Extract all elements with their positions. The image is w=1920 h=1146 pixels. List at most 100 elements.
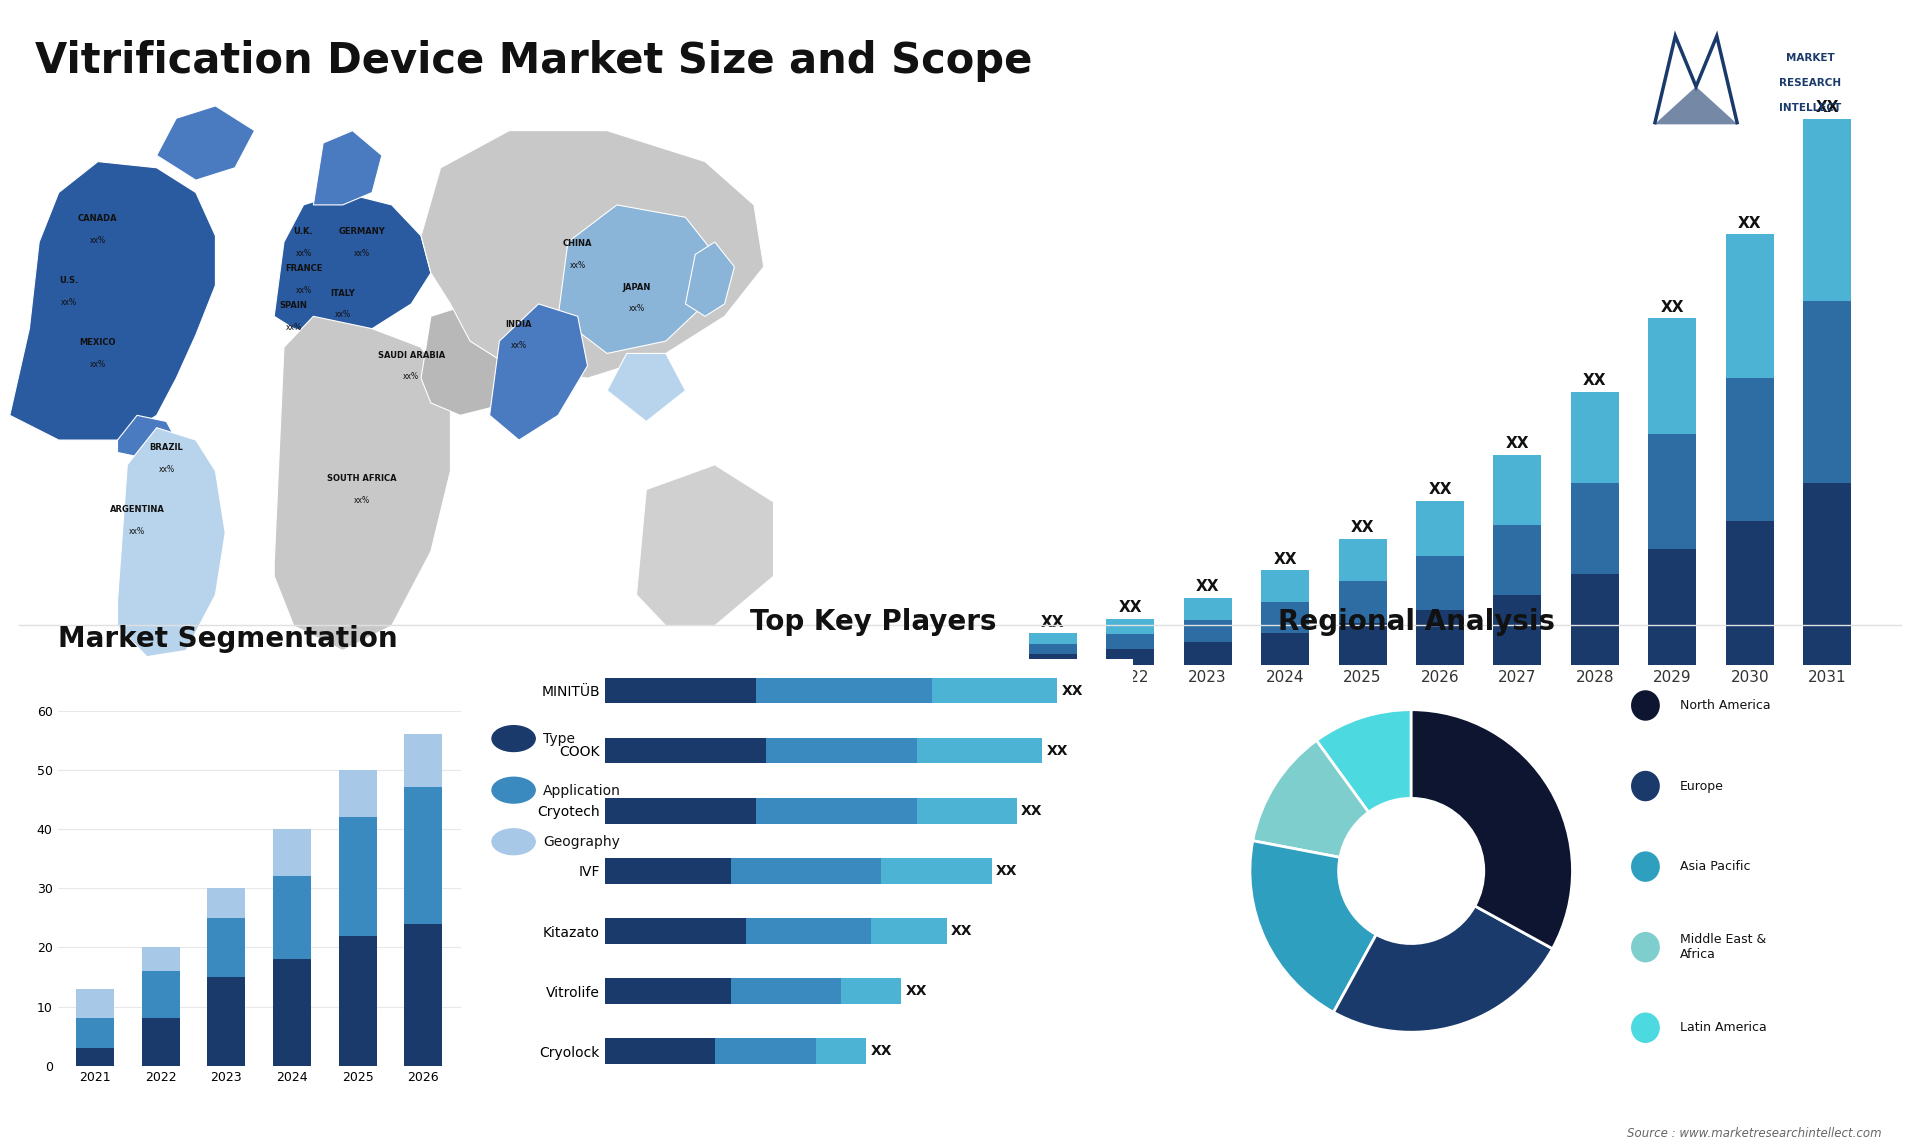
Wedge shape xyxy=(1411,709,1572,949)
Polygon shape xyxy=(420,131,764,378)
Bar xyxy=(142,948,180,971)
Text: XX: XX xyxy=(1738,215,1763,230)
Text: CHINA: CHINA xyxy=(563,240,593,249)
Text: xx%: xx% xyxy=(334,311,351,320)
Circle shape xyxy=(492,777,536,803)
Text: SAUDI ARABIA: SAUDI ARABIA xyxy=(378,351,445,360)
Bar xyxy=(1571,392,1619,482)
Text: XX: XX xyxy=(1021,803,1043,818)
Ellipse shape xyxy=(1630,851,1659,882)
Bar xyxy=(1261,602,1309,634)
Wedge shape xyxy=(1252,740,1369,857)
Text: XX: XX xyxy=(1196,579,1219,594)
Bar xyxy=(77,1047,113,1066)
Bar xyxy=(1649,549,1697,665)
Bar xyxy=(1029,654,1077,665)
Text: xx%: xx% xyxy=(286,323,301,332)
Text: Geography: Geography xyxy=(543,835,620,849)
Text: xx%: xx% xyxy=(511,342,526,351)
Bar xyxy=(1415,610,1465,665)
Bar xyxy=(1338,622,1386,665)
Bar xyxy=(931,678,1058,704)
Bar xyxy=(1571,574,1619,665)
Text: GERMANY: GERMANY xyxy=(340,227,386,236)
Polygon shape xyxy=(157,105,255,180)
Bar xyxy=(1726,235,1774,378)
Text: XX: XX xyxy=(1041,614,1064,629)
Text: XX: XX xyxy=(1273,551,1296,567)
Bar xyxy=(756,678,931,704)
Bar xyxy=(916,738,1043,763)
Bar xyxy=(1261,571,1309,602)
Polygon shape xyxy=(117,427,225,657)
Text: North America: North America xyxy=(1680,699,1770,712)
Polygon shape xyxy=(637,465,774,626)
Text: CANADA: CANADA xyxy=(79,214,117,223)
Text: xx%: xx% xyxy=(296,285,311,295)
Bar xyxy=(1726,521,1774,665)
Bar xyxy=(1106,650,1154,665)
Text: SOUTH AFRICA: SOUTH AFRICA xyxy=(328,474,397,484)
Bar xyxy=(207,918,246,976)
Ellipse shape xyxy=(1630,932,1659,963)
Text: XX: XX xyxy=(1117,601,1142,615)
Text: RESEARCH: RESEARCH xyxy=(1780,78,1841,88)
Bar xyxy=(1106,634,1154,650)
Bar xyxy=(605,1038,716,1063)
Bar xyxy=(605,858,730,884)
Polygon shape xyxy=(313,131,382,205)
Polygon shape xyxy=(117,415,177,458)
Bar xyxy=(1183,642,1231,665)
Text: SPAIN: SPAIN xyxy=(280,301,307,311)
Text: XX: XX xyxy=(1046,744,1068,758)
Bar xyxy=(405,787,442,924)
Text: Application: Application xyxy=(543,784,622,798)
Text: Europe: Europe xyxy=(1680,779,1724,793)
Bar xyxy=(1649,434,1697,549)
Bar xyxy=(1571,482,1619,574)
Bar xyxy=(77,989,113,1019)
Text: ITALY: ITALY xyxy=(330,289,355,298)
Bar xyxy=(1029,634,1077,644)
Bar xyxy=(273,829,311,877)
Polygon shape xyxy=(559,205,714,353)
Polygon shape xyxy=(10,162,215,440)
Text: Middle East &
Africa: Middle East & Africa xyxy=(1680,933,1766,961)
Text: Regional Analysis: Regional Analysis xyxy=(1279,609,1555,636)
Polygon shape xyxy=(275,316,451,651)
Bar xyxy=(1338,539,1386,581)
Text: xx%: xx% xyxy=(159,465,175,474)
Text: xx%: xx% xyxy=(61,298,77,307)
Text: xx%: xx% xyxy=(90,236,106,245)
Bar xyxy=(1415,556,1465,610)
Wedge shape xyxy=(1250,841,1377,1012)
Bar xyxy=(716,1038,816,1063)
Text: XX: XX xyxy=(1505,437,1528,452)
Bar xyxy=(142,971,180,1019)
Bar xyxy=(605,979,730,1004)
Bar xyxy=(338,935,376,1066)
Text: U.K.: U.K. xyxy=(294,227,313,236)
Bar xyxy=(916,799,1018,824)
Text: Type: Type xyxy=(543,732,576,746)
Text: MARKET: MARKET xyxy=(1786,53,1834,63)
Bar xyxy=(1649,319,1697,434)
Wedge shape xyxy=(1317,709,1411,813)
Bar xyxy=(1415,501,1465,556)
Ellipse shape xyxy=(1630,690,1659,721)
Text: BRAZIL: BRAZIL xyxy=(150,444,182,453)
Text: XX: XX xyxy=(1584,374,1607,388)
Bar xyxy=(142,1019,180,1066)
Text: INDIA: INDIA xyxy=(505,320,532,329)
Bar xyxy=(1803,119,1851,301)
Text: xx%: xx% xyxy=(403,372,419,382)
Text: XX: XX xyxy=(1816,101,1839,116)
Bar xyxy=(1494,595,1542,665)
Bar xyxy=(881,858,993,884)
Wedge shape xyxy=(1334,906,1553,1033)
Bar xyxy=(1261,634,1309,665)
Polygon shape xyxy=(685,242,735,316)
Text: FRANCE: FRANCE xyxy=(284,264,323,273)
Bar xyxy=(1183,620,1231,642)
Bar xyxy=(207,888,246,918)
